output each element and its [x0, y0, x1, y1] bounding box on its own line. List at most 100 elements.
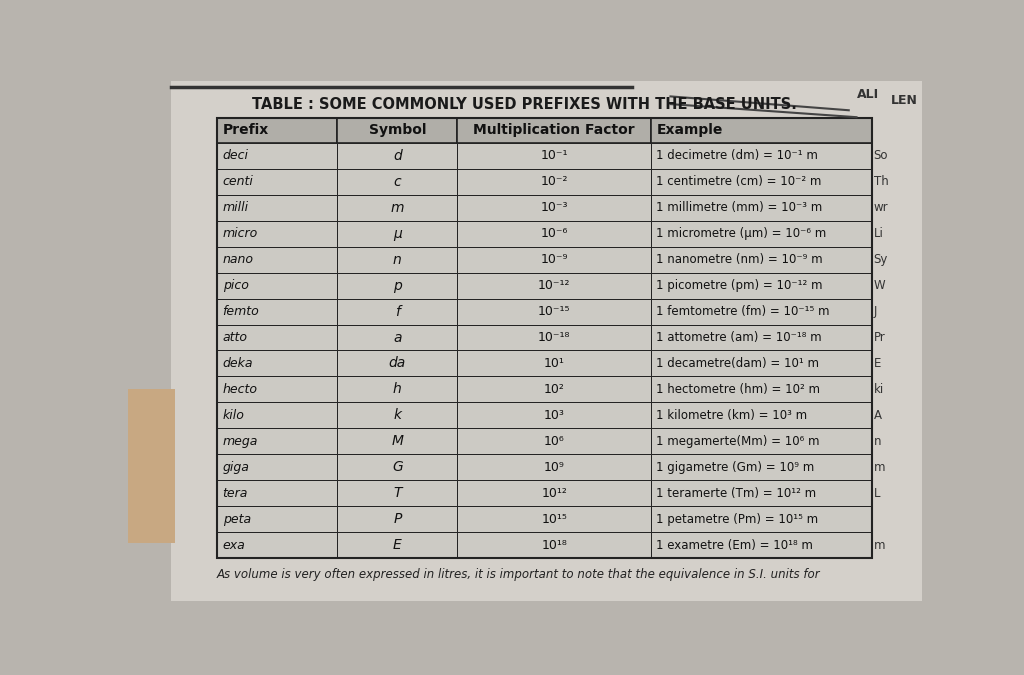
- Text: 10⁻¹: 10⁻¹: [541, 149, 568, 162]
- Bar: [337, 142, 458, 169]
- Bar: [217, 273, 337, 298]
- Bar: [458, 481, 651, 506]
- Text: Symbol: Symbol: [369, 124, 426, 137]
- Text: 1 micrometre (μm) = 10⁻⁶ m: 1 micrometre (μm) = 10⁻⁶ m: [655, 227, 826, 240]
- Bar: [337, 350, 458, 377]
- Bar: [651, 350, 872, 377]
- Text: Sy: Sy: [873, 253, 888, 266]
- Text: giga: giga: [222, 461, 250, 474]
- Bar: [337, 273, 458, 298]
- Text: deci: deci: [222, 149, 249, 162]
- Text: 1 decimetre (dm) = 10⁻¹ m: 1 decimetre (dm) = 10⁻¹ m: [655, 149, 817, 162]
- Bar: [217, 142, 337, 169]
- Text: atto: atto: [222, 331, 248, 344]
- Text: 1 millimetre (mm) = 10⁻³ m: 1 millimetre (mm) = 10⁻³ m: [655, 201, 822, 214]
- Text: n: n: [393, 252, 401, 267]
- Text: ki: ki: [873, 383, 884, 396]
- Text: Li: Li: [873, 227, 884, 240]
- Text: P: P: [393, 512, 401, 527]
- Bar: [651, 429, 872, 454]
- Text: 10⁶: 10⁶: [544, 435, 564, 448]
- Text: 10⁻⁹: 10⁻⁹: [541, 253, 568, 266]
- Text: G: G: [392, 460, 402, 475]
- Text: So: So: [873, 149, 888, 162]
- Text: 10¹²: 10¹²: [542, 487, 567, 500]
- Text: TABLE : SOME COMMONLY USED PREFIXES WITH THE BASE UNITS.: TABLE : SOME COMMONLY USED PREFIXES WITH…: [252, 97, 798, 111]
- Text: ALI: ALI: [856, 88, 879, 101]
- Bar: [458, 273, 651, 298]
- Bar: [217, 350, 337, 377]
- Text: p: p: [393, 279, 401, 292]
- Text: m: m: [873, 539, 885, 552]
- Bar: [217, 402, 337, 429]
- Bar: [337, 506, 458, 533]
- Bar: [337, 481, 458, 506]
- Text: tera: tera: [222, 487, 248, 500]
- Text: 10⁻¹⁵: 10⁻¹⁵: [538, 305, 570, 318]
- Text: 1 hectometre (hm) = 10² m: 1 hectometre (hm) = 10² m: [655, 383, 820, 396]
- Bar: [458, 298, 651, 325]
- Bar: [458, 350, 651, 377]
- Text: 10⁻¹⁸: 10⁻¹⁸: [538, 331, 570, 344]
- Bar: [458, 533, 651, 558]
- Bar: [217, 454, 337, 481]
- Bar: [458, 246, 651, 273]
- Text: f: f: [395, 304, 399, 319]
- Text: 1 kilometre (km) = 10³ m: 1 kilometre (km) = 10³ m: [655, 409, 807, 422]
- Text: 1 attometre (am) = 10⁻¹⁸ m: 1 attometre (am) = 10⁻¹⁸ m: [655, 331, 821, 344]
- Text: 10²: 10²: [544, 383, 564, 396]
- Bar: [217, 429, 337, 454]
- Bar: [651, 506, 872, 533]
- Text: 1 teramerte (Tm) = 10¹² m: 1 teramerte (Tm) = 10¹² m: [655, 487, 816, 500]
- Text: m: m: [390, 200, 404, 215]
- Text: Th: Th: [873, 175, 888, 188]
- Text: T: T: [393, 487, 401, 500]
- Text: da: da: [389, 356, 406, 371]
- Text: 10¹⁸: 10¹⁸: [542, 539, 567, 552]
- Text: pico: pico: [222, 279, 249, 292]
- Text: micro: micro: [222, 227, 258, 240]
- Bar: [337, 325, 458, 350]
- Text: n: n: [873, 435, 881, 448]
- Text: 10⁹: 10⁹: [544, 461, 564, 474]
- Bar: [458, 402, 651, 429]
- Bar: [651, 481, 872, 506]
- Text: 10⁻³: 10⁻³: [541, 201, 568, 214]
- Text: deka: deka: [222, 357, 253, 370]
- Text: 1 femtometre (fm) = 10⁻¹⁵ m: 1 femtometre (fm) = 10⁻¹⁵ m: [655, 305, 829, 318]
- Bar: [651, 142, 872, 169]
- Bar: [651, 325, 872, 350]
- Text: a: a: [393, 331, 401, 344]
- Bar: [337, 246, 458, 273]
- Text: LEN: LEN: [891, 94, 919, 107]
- Text: 1 exametre (Em) = 10¹⁸ m: 1 exametre (Em) = 10¹⁸ m: [655, 539, 813, 552]
- Text: hecto: hecto: [222, 383, 258, 396]
- Bar: [651, 402, 872, 429]
- Bar: [217, 377, 337, 402]
- Text: c: c: [393, 175, 401, 188]
- Bar: [337, 118, 458, 142]
- Bar: [458, 429, 651, 454]
- Bar: [651, 169, 872, 194]
- Bar: [458, 118, 651, 142]
- Text: centi: centi: [222, 175, 253, 188]
- Bar: [651, 246, 872, 273]
- Text: As volume is very often expressed in litres, it is important to note that the eq: As volume is very often expressed in lit…: [217, 568, 821, 580]
- Text: E: E: [873, 357, 881, 370]
- Text: 1 gigametre (Gm) = 10⁹ m: 1 gigametre (Gm) = 10⁹ m: [655, 461, 814, 474]
- Bar: [337, 429, 458, 454]
- Text: 10⁻⁶: 10⁻⁶: [541, 227, 568, 240]
- Text: L: L: [873, 487, 880, 500]
- Bar: [337, 402, 458, 429]
- Text: kilo: kilo: [222, 409, 245, 422]
- Bar: [651, 533, 872, 558]
- Bar: [337, 194, 458, 221]
- Text: Multiplication Factor: Multiplication Factor: [473, 124, 635, 137]
- Bar: [458, 169, 651, 194]
- Bar: [217, 298, 337, 325]
- Text: femto: femto: [222, 305, 259, 318]
- Text: 1 nanometre (nm) = 10⁻⁹ m: 1 nanometre (nm) = 10⁻⁹ m: [655, 253, 822, 266]
- Text: nano: nano: [222, 253, 254, 266]
- Text: W: W: [873, 279, 885, 292]
- Text: 1 petametre (Pm) = 10¹⁵ m: 1 petametre (Pm) = 10¹⁵ m: [655, 513, 818, 526]
